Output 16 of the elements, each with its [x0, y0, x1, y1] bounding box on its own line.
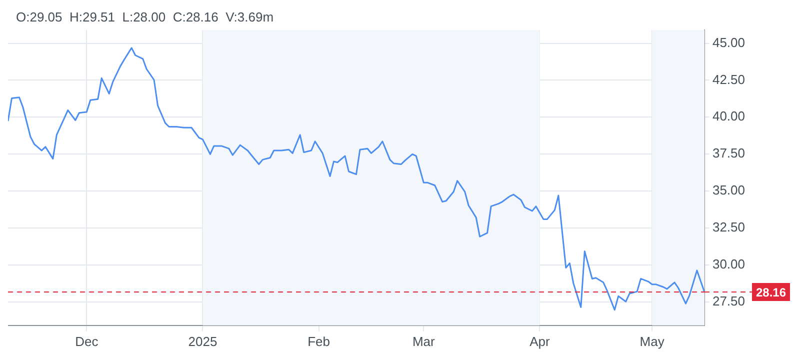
x-tick-label: Feb [308, 334, 330, 349]
text: O:29.05 H:29.51 L:28.00 C:28.16 V:3.69m [16, 10, 274, 25]
y-tick-label: 42.50 [712, 72, 746, 87]
x-tick-label: Apr [530, 334, 550, 349]
y-tick-label: 32.50 [712, 219, 746, 234]
y-tick-label: 37.50 [712, 146, 746, 161]
y-tick-label: 45.00 [712, 34, 746, 50]
y-tick-label: 40.00 [712, 108, 746, 124]
x-tick-label: Mar [412, 334, 436, 349]
x-tick-label: 2025 [188, 334, 218, 349]
x-tick-label: Dec [75, 334, 99, 349]
x-tick-label: May [640, 334, 665, 349]
y-tick-label: 30.00 [712, 256, 746, 272]
y-tick-label: 27.50 [712, 293, 746, 308]
ref-line-label: 28.16 [756, 285, 786, 300]
y-tick-label: 35.00 [712, 182, 746, 198]
